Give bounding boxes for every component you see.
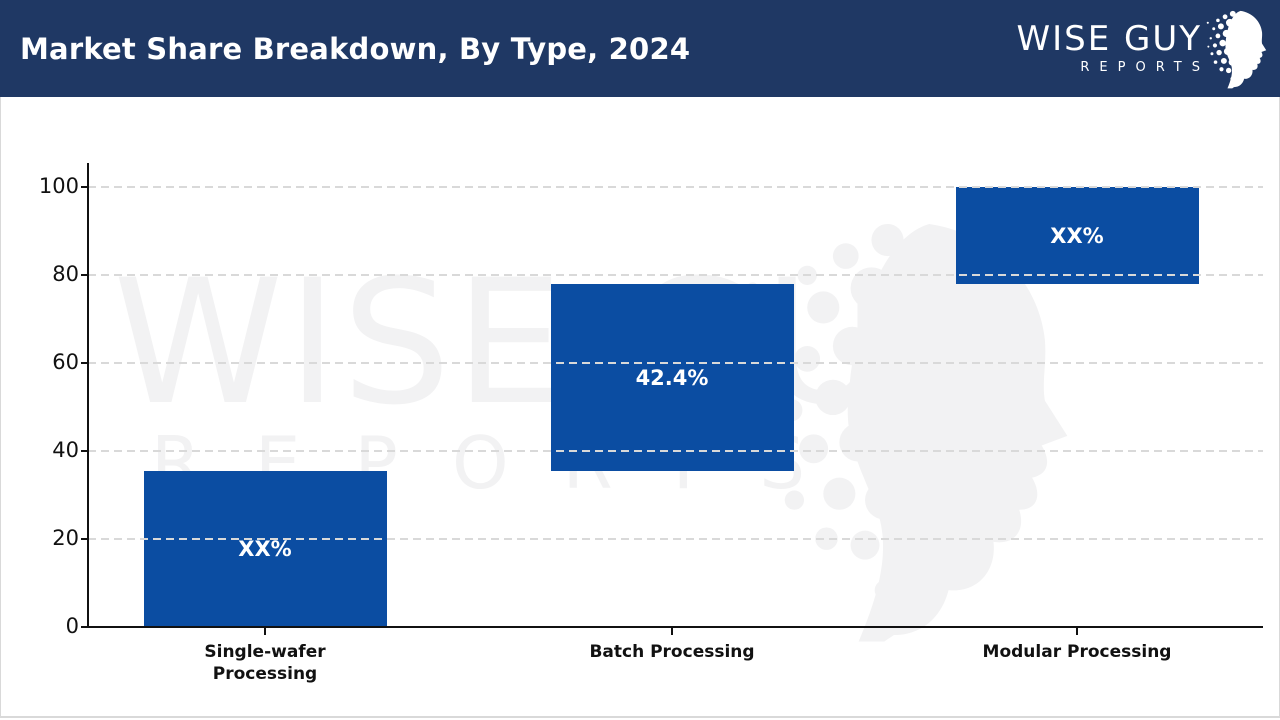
y-axis-tick-label: 80 bbox=[52, 262, 79, 286]
bar-value-label: 42.4% bbox=[635, 365, 709, 390]
chart-area: WISE GUY REPORTS 0 20 40 60 80 100 XX% 42.4% XX%… bbox=[0, 97, 1280, 718]
logo-subtitle: REPORTS bbox=[1080, 60, 1210, 75]
logo-wordmark: WISE GUY bbox=[1016, 19, 1202, 59]
gridline bbox=[88, 362, 1263, 364]
bar-value-label: XX% bbox=[1050, 223, 1104, 248]
y-axis-tick-label: 40 bbox=[52, 438, 79, 462]
y-tick-mark bbox=[81, 274, 88, 276]
y-tick-mark bbox=[81, 538, 88, 540]
chart-bar: XX% bbox=[143, 470, 387, 627]
x-axis-category-label: Single-wafer Processing bbox=[204, 642, 326, 685]
x-tick-mark bbox=[671, 628, 673, 635]
header-bar: Market Share Breakdown, By Type, 2024 WI… bbox=[0, 0, 1280, 97]
y-tick-mark bbox=[81, 626, 88, 628]
y-axis-tick-label: 60 bbox=[52, 350, 79, 374]
wiseguy-logo: WISE GUY REPORTS bbox=[1016, 0, 1268, 97]
x-tick-mark bbox=[1076, 628, 1078, 635]
gridline bbox=[88, 538, 1263, 540]
axis-line-x bbox=[87, 626, 1263, 628]
y-axis-tick-label: 0 bbox=[65, 614, 79, 638]
chart-bar: 42.4% bbox=[550, 284, 794, 471]
y-axis-tick-label: 100 bbox=[38, 174, 79, 198]
wiseguy-logo-text: WISE GUY REPORTS bbox=[1016, 22, 1202, 75]
y-tick-mark bbox=[81, 450, 88, 452]
gridline bbox=[88, 186, 1263, 188]
x-axis-category-label: Batch Processing bbox=[589, 642, 755, 662]
gridline bbox=[88, 274, 1263, 276]
y-axis-tick-label: 20 bbox=[52, 526, 79, 550]
x-tick-mark bbox=[264, 628, 266, 635]
gridline bbox=[88, 450, 1263, 452]
bar-value-label: XX% bbox=[238, 536, 292, 561]
y-tick-mark bbox=[81, 362, 88, 364]
chart-bar: XX% bbox=[955, 187, 1199, 285]
x-axis-category-label: Modular Processing bbox=[982, 642, 1172, 662]
wiseguy-face-icon bbox=[1206, 8, 1268, 90]
y-tick-mark bbox=[81, 186, 88, 188]
axis-line-y bbox=[87, 163, 89, 627]
page-title: Market Share Breakdown, By Type, 2024 bbox=[20, 31, 691, 66]
